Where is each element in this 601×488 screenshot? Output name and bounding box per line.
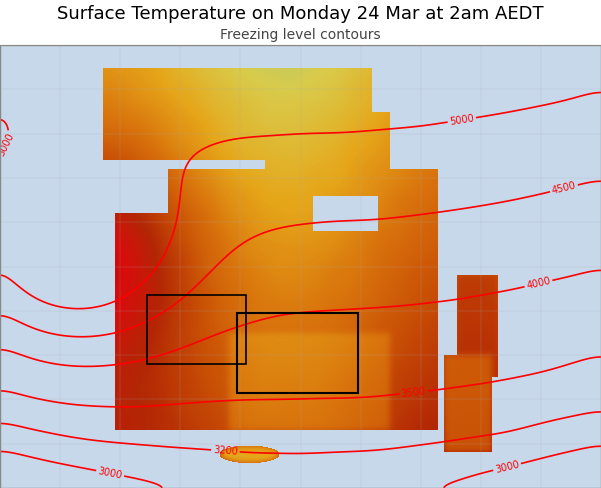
Text: 3500: 3500 xyxy=(401,386,427,399)
Text: 3200: 3200 xyxy=(213,445,238,457)
Text: 5000: 5000 xyxy=(0,131,16,158)
Text: Surface Temperature on Monday 24 Mar at 2am AEDT: Surface Temperature on Monday 24 Mar at … xyxy=(57,5,544,23)
Text: 3000: 3000 xyxy=(494,459,520,475)
Text: 4500: 4500 xyxy=(551,181,577,196)
Bar xyxy=(237,313,358,393)
Text: Freezing level contours: Freezing level contours xyxy=(220,28,381,42)
Text: 4000: 4000 xyxy=(525,276,552,291)
Text: 5000: 5000 xyxy=(449,113,475,127)
Text: 3000: 3000 xyxy=(97,466,123,481)
Bar xyxy=(147,295,246,364)
